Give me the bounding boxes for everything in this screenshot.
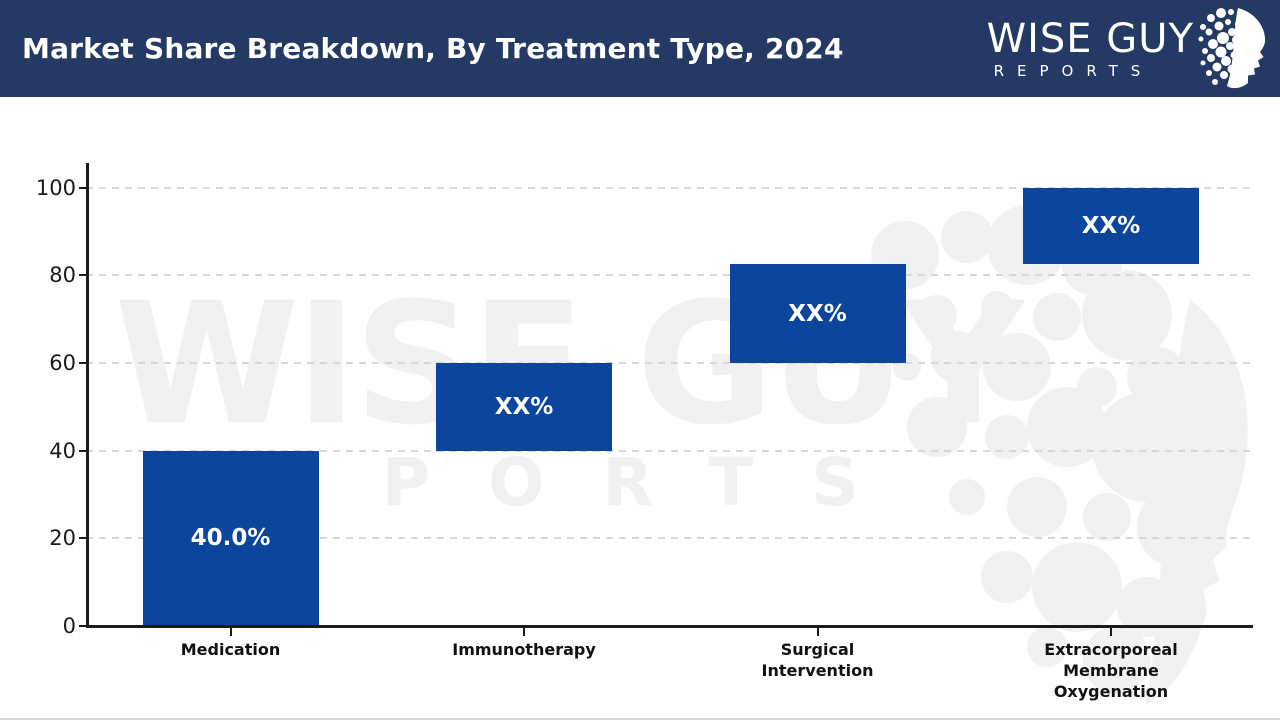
bar-value-label: XX% bbox=[788, 300, 847, 327]
gridline bbox=[86, 362, 1253, 365]
x-tick-mark bbox=[1110, 628, 1112, 636]
page-title: Market Share Breakdown, By Treatment Typ… bbox=[22, 32, 844, 65]
gridline bbox=[86, 186, 1253, 189]
logo-wordmark: WISE GUY bbox=[986, 15, 1194, 62]
bar-value-label: 40.0% bbox=[190, 525, 271, 552]
y-tick-label: 40 bbox=[49, 438, 76, 463]
y-axis bbox=[86, 163, 89, 628]
logo-text: WISE GUY REPORTS bbox=[987, 18, 1194, 80]
x-category-label: Immunotherapy bbox=[452, 640, 596, 659]
bar-value-label: XX% bbox=[494, 393, 554, 420]
y-tick-label: 20 bbox=[49, 526, 76, 551]
y-tick-label: 0 bbox=[62, 614, 76, 638]
gridline bbox=[86, 537, 1253, 540]
x-tick-mark bbox=[523, 628, 525, 636]
y-tick-mark bbox=[79, 274, 86, 277]
y-tick-label: 100 bbox=[35, 175, 76, 200]
x-category-label: Surgical Intervention bbox=[761, 640, 874, 680]
wiseguy-logo: WISE GUY REPORTS bbox=[987, 5, 1270, 93]
x-axis bbox=[86, 625, 1253, 628]
y-tick-mark bbox=[79, 625, 86, 627]
bar-segment: 40.0% bbox=[142, 450, 319, 626]
x-tick-mark bbox=[229, 628, 232, 636]
y-tick-mark bbox=[79, 362, 86, 365]
header: Market Share Breakdown, By Treatment Typ… bbox=[0, 0, 1280, 97]
y-tick-mark bbox=[79, 449, 86, 452]
x-category-label: Extracorporeal Membrane Oxygenation bbox=[1044, 640, 1178, 701]
y-tick-label: 60 bbox=[49, 351, 76, 376]
wiseguy-face-icon bbox=[1198, 7, 1266, 88]
gridline bbox=[86, 274, 1253, 277]
x-category-label: Medication bbox=[180, 640, 281, 659]
y-tick-label: 80 bbox=[49, 263, 76, 288]
bar-value-label: XX% bbox=[1081, 213, 1141, 240]
logo-subtitle: REPORTS bbox=[993, 61, 1154, 80]
y-tick-mark bbox=[79, 537, 86, 540]
gridline bbox=[86, 449, 1253, 452]
bar-segment: XX% bbox=[729, 264, 906, 363]
bar-segment: XX% bbox=[436, 363, 612, 451]
y-tick-mark bbox=[79, 186, 86, 189]
x-tick-mark bbox=[816, 628, 819, 636]
bar-segment: XX% bbox=[1023, 187, 1199, 265]
